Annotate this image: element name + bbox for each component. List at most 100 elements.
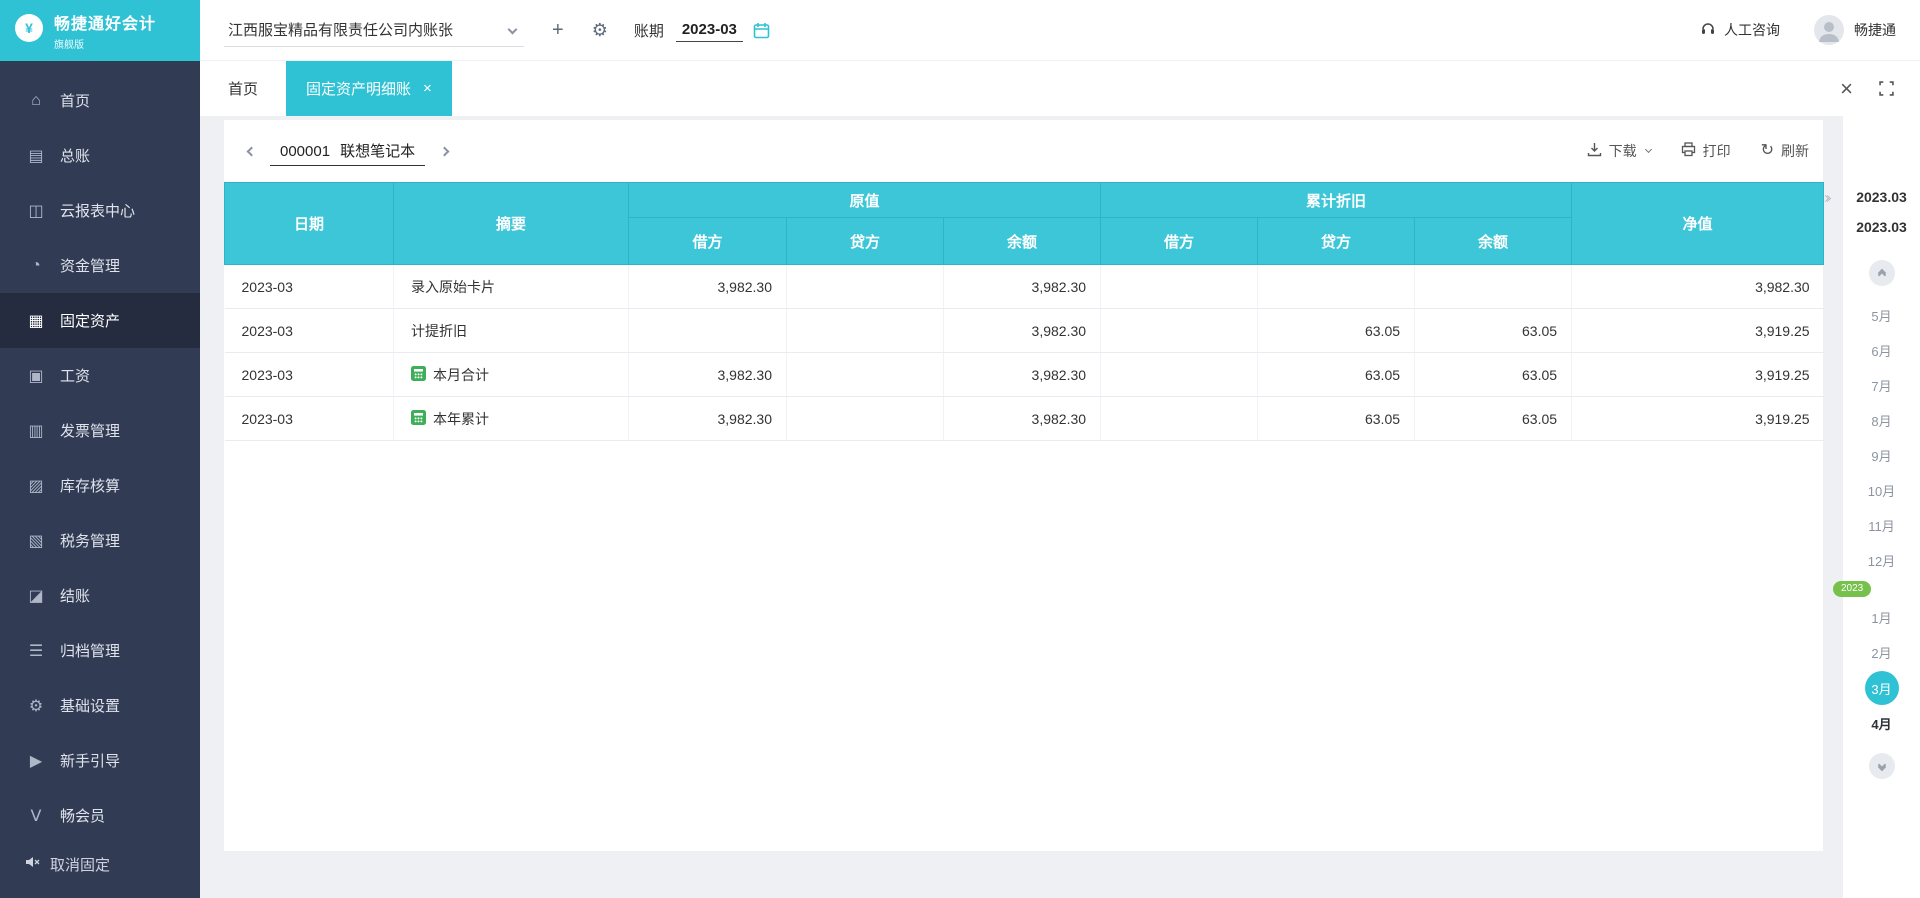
sidebar-item-basic-settings[interactable]: ⚙ 基础设置 — [0, 678, 200, 733]
month-item[interactable]: 6月 — [1871, 344, 1892, 359]
sidebar-item-cloud-reports[interactable]: ◫ 云报表中心 — [0, 183, 200, 238]
month-item[interactable]: 1月 — [1871, 611, 1892, 626]
home-icon: ⌂ — [31, 91, 41, 109]
tab-fixed-asset-detail[interactable]: 固定资产明细账 × — [286, 61, 452, 116]
col-header-debit: 借方 — [1100, 217, 1259, 265]
brand-header: ¥ 畅捷通好会计 旗舰版 — [0, 0, 200, 61]
username[interactable]: 畅捷通 — [1854, 22, 1896, 38]
col-header-date: 日期 — [224, 182, 394, 265]
table-row-month-total: 2023-03 本月合计 3,982.30 3,982.30 63.05 63.… — [224, 352, 1824, 397]
month-item[interactable]: 7月 — [1871, 379, 1892, 394]
collapse-panel-icon[interactable] — [1821, 194, 1832, 203]
tax-icon: ▧ — [28, 532, 44, 550]
fund-icon: ◔ — [31, 256, 41, 274]
sidebar-item-home[interactable]: ⌂ 首页 — [0, 73, 200, 128]
month-item[interactable]: 11月 — [1868, 519, 1895, 534]
sidebar-item-beginner-guide[interactable]: ▶ 新手引导 — [0, 733, 200, 788]
guide-icon: ▶ — [29, 752, 43, 770]
sidebar-item-fixed-assets[interactable]: ▦ 固定资产 — [0, 293, 200, 348]
table-row: 2023-03 计提折旧 3,982.30 63.05 63.05 3,919.… — [224, 308, 1824, 353]
close-tab-icon[interactable]: × — [423, 80, 432, 97]
sidebar-item-archive[interactable]: ☰ 归档管理 — [0, 623, 200, 678]
month-item[interactable]: 8月 — [1871, 414, 1892, 429]
avatar[interactable] — [1814, 15, 1844, 45]
chevron-down-icon — [507, 24, 518, 35]
print-icon — [1681, 142, 1696, 160]
summary-calculator-icon — [411, 409, 426, 428]
col-header-credit: 贷方 — [1257, 217, 1416, 265]
asset-name: 联想笔记本 — [340, 143, 416, 160]
month-item-active[interactable]: 3月 — [1864, 671, 1899, 705]
month-item[interactable]: 5月 — [1871, 309, 1892, 324]
col-header-net-value: 净值 — [1571, 182, 1825, 265]
unpin-button[interactable]: 取消固定 — [0, 844, 200, 884]
panel-collapse-strip — [1821, 116, 1843, 898]
archive-icon: ☰ — [28, 642, 44, 660]
sidebar-item-inventory[interactable]: ▨ 库存核算 — [0, 458, 200, 513]
add-account-button[interactable]: + — [552, 19, 564, 41]
fullscreen-icon[interactable] — [1879, 81, 1894, 96]
asset-selector[interactable]: 000001 联想笔记本 — [270, 136, 426, 166]
asset-code: 000001 — [280, 143, 331, 160]
member-icon: Ⅴ — [30, 807, 42, 825]
report-icon: ◫ — [28, 202, 44, 220]
prev-asset-button[interactable] — [238, 138, 264, 164]
mute-speaker-icon — [24, 854, 40, 874]
sidebar-item-payroll[interactable]: ▣ 工资 — [0, 348, 200, 403]
month-item-current[interactable]: 4月 — [1871, 717, 1892, 732]
detail-card: 000001 联想笔记本 下载 打印 ↻ 刷新 — [224, 120, 1825, 851]
sidebar-item-fund-management[interactable]: ◔ 资金管理 — [0, 238, 200, 293]
topbar: 江西服宝精品有限责任公司内账张 + ⚙ 账期 2023-03 人工咨询 畅捷通 — [200, 0, 1920, 61]
calendar-icon[interactable] — [753, 22, 770, 39]
month-item[interactable]: 9月 — [1871, 449, 1892, 464]
close-icon[interactable]: × — [1840, 75, 1853, 101]
col-group-accumulated-depreciation: 累计折旧 — [1100, 182, 1573, 218]
ledger-icon: ▤ — [28, 147, 44, 165]
brand-edition: 旗舰版 — [54, 40, 84, 51]
company-selector[interactable]: 江西服宝精品有限责任公司内账张 — [224, 13, 524, 47]
next-asset-button[interactable] — [431, 138, 457, 164]
period-bottom[interactable]: 2023.03 — [1856, 219, 1907, 235]
month-item[interactable]: 10月 — [1867, 484, 1896, 499]
print-button[interactable]: 打印 — [1681, 141, 1731, 161]
scroll-up-button[interactable] — [1868, 260, 1895, 286]
year-badge: 2023 — [1833, 581, 1872, 597]
table-row: 2023-03 录入原始卡片 3,982.30 3,982.30 3,982.3… — [224, 264, 1824, 309]
gear-icon[interactable]: ⚙ — [591, 20, 608, 40]
period-value[interactable]: 2023-03 — [675, 18, 743, 42]
refresh-button[interactable]: ↻ 刷新 — [1760, 142, 1809, 160]
period-label: 账期 — [633, 22, 664, 40]
scroll-down-button[interactable] — [1868, 753, 1895, 779]
brand-title: 畅捷通好会计 — [54, 16, 157, 33]
sidebar-item-invoice[interactable]: ▥ 发票管理 — [0, 403, 200, 458]
col-header-balance: 余额 — [1414, 217, 1573, 265]
col-header-debit: 借方 — [628, 217, 787, 265]
company-name: 江西服宝精品有限责任公司内账张 — [228, 22, 454, 39]
month-item[interactable]: 2月 — [1871, 646, 1892, 661]
tab-bar: 首页 固定资产明细账 × × — [200, 61, 1920, 116]
settings-icon: ⚙ — [28, 697, 44, 715]
inventory-icon: ▨ — [28, 477, 44, 495]
svg-text:¥: ¥ — [25, 20, 33, 36]
card-toolbar: 000001 联想笔记本 下载 打印 ↻ 刷新 — [224, 120, 1823, 182]
support-label: 人工咨询 — [1724, 22, 1780, 38]
period-top[interactable]: 2023.03 — [1856, 189, 1907, 205]
month-item[interactable]: 12月 — [1867, 554, 1896, 569]
sidebar-item-general-ledger[interactable]: ▤ 总账 — [0, 128, 200, 183]
sidebar-item-member[interactable]: Ⅴ 畅会员 — [0, 788, 200, 843]
month-list: 5月 6月 7月 8月 9月 10月 11月 12月 2023 1月 2月 3月… — [1833, 298, 1920, 741]
col-header-balance: 余额 — [942, 217, 1102, 265]
col-header-credit: 贷方 — [786, 217, 944, 265]
download-button[interactable]: 下载 — [1587, 141, 1652, 161]
download-icon — [1587, 142, 1602, 160]
refresh-icon: ↻ — [1760, 142, 1774, 159]
tab-home[interactable]: 首页 — [228, 81, 259, 98]
support-button[interactable]: 人工咨询 — [1700, 20, 1780, 40]
sidebar-item-closing[interactable]: ◪ 结账 — [0, 568, 200, 623]
summary-calculator-icon — [411, 365, 426, 384]
period-timeline-panel: 2023.03 2023.03 5月 6月 7月 8月 9月 10月 11月 1… — [1833, 116, 1920, 898]
sidebar-item-tax[interactable]: ▧ 税务管理 — [0, 513, 200, 568]
table-row-year-total: 2023-03 本年累计 3,982.30 3,982.30 63.05 63.… — [224, 396, 1824, 441]
col-header-summary: 摘要 — [393, 182, 629, 265]
col-group-original-value: 原值 — [627, 182, 1102, 218]
